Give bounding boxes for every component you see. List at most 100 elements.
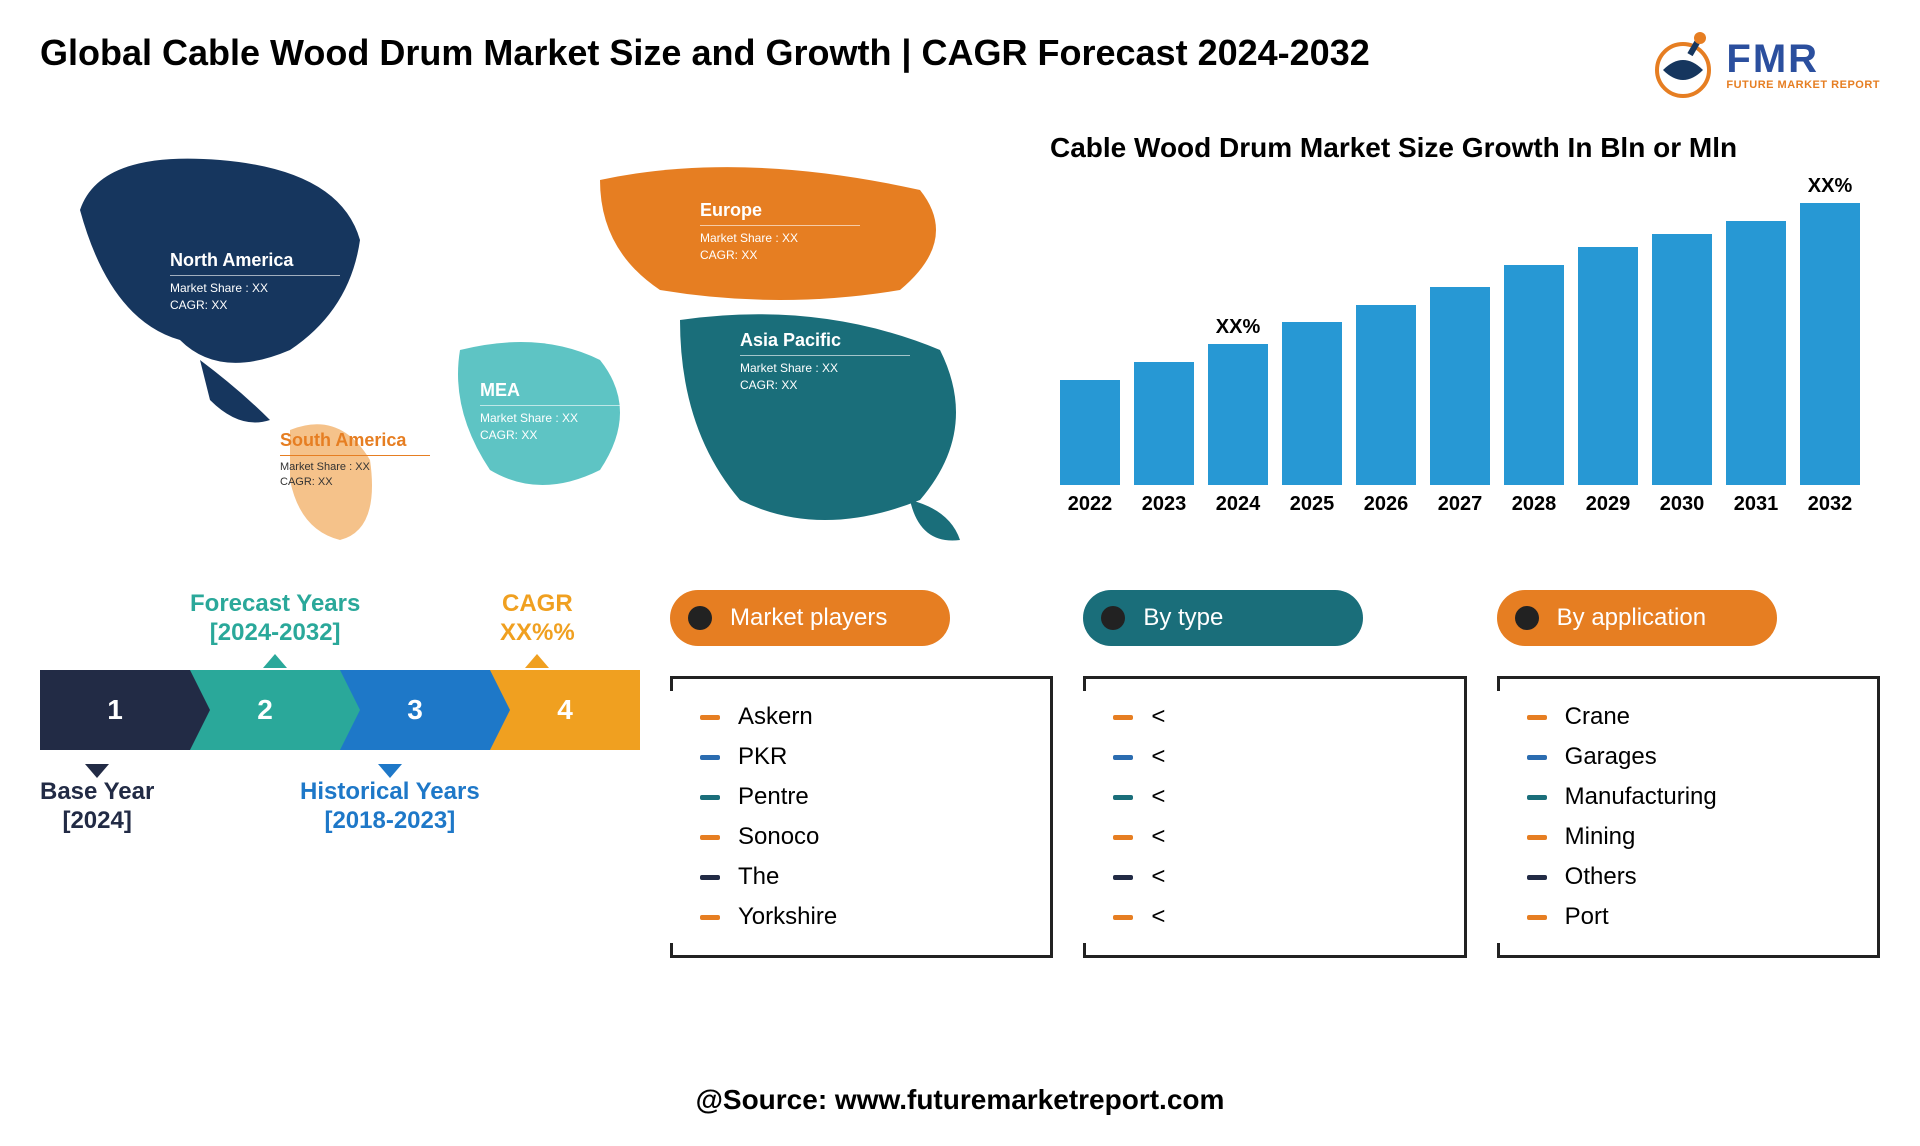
list-item: < — [1113, 737, 1453, 777]
bullet-icon — [1113, 755, 1133, 760]
list-item-label: Askern — [738, 703, 813, 731]
region-name: Europe — [700, 200, 860, 221]
list-item: Crane — [1527, 697, 1867, 737]
bar-marker: XX% — [1808, 175, 1852, 204]
bar-year-label: 2032 — [1808, 493, 1853, 516]
bullet-icon — [700, 795, 720, 800]
list-item: Port — [1527, 897, 1867, 937]
cagr-value: XX%% — [500, 619, 575, 648]
list-item-label: The — [738, 863, 779, 891]
bullet-icon — [1113, 795, 1133, 800]
triangle-down-icon — [378, 764, 402, 778]
list-item-label: Mining — [1565, 823, 1636, 851]
bar-rect — [1578, 247, 1638, 485]
bar-rect — [1800, 203, 1860, 485]
chart-title: Cable Wood Drum Market Size Growth In Bl… — [1050, 130, 1880, 166]
region-stats: Market Share : XXCAGR: XX — [280, 455, 430, 491]
bullet-icon — [700, 835, 720, 840]
bullet-icon — [700, 915, 720, 920]
list-item: Askern — [700, 697, 1040, 737]
world-map-panel: North America Market Share : XXCAGR: XX So… — [40, 130, 1000, 550]
list-item-label: < — [1151, 903, 1165, 931]
category-list-players: Askern PKR Pentre Sonoco The Yorkshire — [670, 676, 1053, 958]
list-item: Pentre — [700, 777, 1040, 817]
list-item-label: Sonoco — [738, 823, 819, 851]
timeline-bar: 1234 — [40, 670, 640, 750]
base-year-label: Base Year — [40, 778, 154, 807]
bar-2029: 2029 — [1578, 247, 1638, 516]
bar-marker: XX% — [1216, 316, 1260, 345]
bar-year-label: 2025 — [1290, 493, 1335, 516]
region-name: South America — [280, 430, 430, 451]
list-item: < — [1113, 817, 1453, 857]
list-item-label: < — [1151, 703, 1165, 731]
category-list-type: <<<<<< — [1083, 676, 1466, 958]
bar-rect — [1356, 305, 1416, 486]
bar-year-label: 2022 — [1068, 493, 1113, 516]
bullet-icon — [1527, 875, 1547, 880]
list-item: PKR — [700, 737, 1040, 777]
bar-year-label: 2031 — [1734, 493, 1779, 516]
bullet-icon — [700, 875, 720, 880]
bullet-icon — [1527, 715, 1547, 720]
list-item: Sonoco — [700, 817, 1040, 857]
bar-2027: 2027 — [1430, 287, 1490, 517]
dot-icon — [1515, 606, 1539, 630]
bar-rect — [1282, 322, 1342, 485]
region-label-eu: Europe Market Share : XXCAGR: XX — [700, 200, 860, 264]
region-label-na: North America Market Share : XXCAGR: XX — [170, 250, 340, 314]
timeline-segment-3: 3 — [340, 670, 490, 750]
bar-year-label: 2030 — [1660, 493, 1705, 516]
region-name: MEA — [480, 380, 620, 401]
region-name: North America — [170, 250, 340, 271]
region-name: Asia Pacific — [740, 330, 910, 351]
dot-icon — [688, 606, 712, 630]
timeline-segment-4: 4 — [490, 670, 640, 750]
header: Global Cable Wood Drum Market Size and G… — [40, 30, 1880, 100]
growth-bar-chart: 2022 20232024XX% 2025 2026 2027 2028 2029 2030 2… — [1020, 176, 1880, 516]
region-stats: Market Share : XXCAGR: XX — [700, 225, 860, 264]
category-title: By type — [1143, 604, 1223, 632]
bar-rect — [1134, 362, 1194, 486]
list-item: < — [1113, 777, 1453, 817]
list-item: Yorkshire — [700, 897, 1040, 937]
list-item-label: Manufacturing — [1565, 783, 1717, 811]
list-item: < — [1113, 897, 1453, 937]
list-item-label: < — [1151, 743, 1165, 771]
forecast-range: [2024-2032] — [190, 619, 360, 648]
bar-rect — [1726, 221, 1786, 486]
list-item-label: Yorkshire — [738, 903, 837, 931]
historical-label: Historical Years — [300, 778, 480, 807]
bar-year-label: 2028 — [1512, 493, 1557, 516]
bullet-icon — [700, 715, 720, 720]
bar-2031: 2031 — [1726, 221, 1786, 517]
list-item: The — [700, 857, 1040, 897]
bar-year-label: 2027 — [1438, 493, 1483, 516]
list-item-label: Garages — [1565, 743, 1657, 771]
triangle-down-icon — [85, 764, 109, 778]
region-stats: Market Share : XXCAGR: XX — [480, 405, 620, 444]
bullet-icon — [1527, 835, 1547, 840]
triangle-up-icon — [263, 654, 287, 668]
category-header-players: Market players — [670, 590, 950, 646]
bullet-icon — [1527, 755, 1547, 760]
fmr-logo: FMR FUTURE MARKET REPORT — [1648, 30, 1880, 100]
bar-2026: 2026 — [1356, 305, 1416, 517]
list-item-label: Crane — [1565, 703, 1630, 731]
region-stats: Market Share : XXCAGR: XX — [170, 275, 340, 314]
bullet-icon — [1113, 835, 1133, 840]
bar-2024: 2024XX% — [1208, 344, 1268, 516]
cagr-label: CAGR — [500, 590, 575, 619]
region-stats: Market Share : XXCAGR: XX — [740, 355, 910, 394]
list-item-label: Pentre — [738, 783, 809, 811]
dot-icon — [1101, 606, 1125, 630]
by-type-panel: By type <<<<<< — [1083, 590, 1466, 958]
globe-spyglass-icon — [1648, 30, 1718, 100]
category-header-application: By application — [1497, 590, 1777, 646]
timeline-bottom-labels: Base Year [2024] Historical Years [2018-… — [40, 758, 640, 858]
bar-2023: 2023 — [1134, 362, 1194, 517]
list-item: < — [1113, 697, 1453, 737]
list-item-label: PKR — [738, 743, 787, 771]
base-year-range: [2024] — [40, 807, 154, 836]
category-header-type: By type — [1083, 590, 1363, 646]
